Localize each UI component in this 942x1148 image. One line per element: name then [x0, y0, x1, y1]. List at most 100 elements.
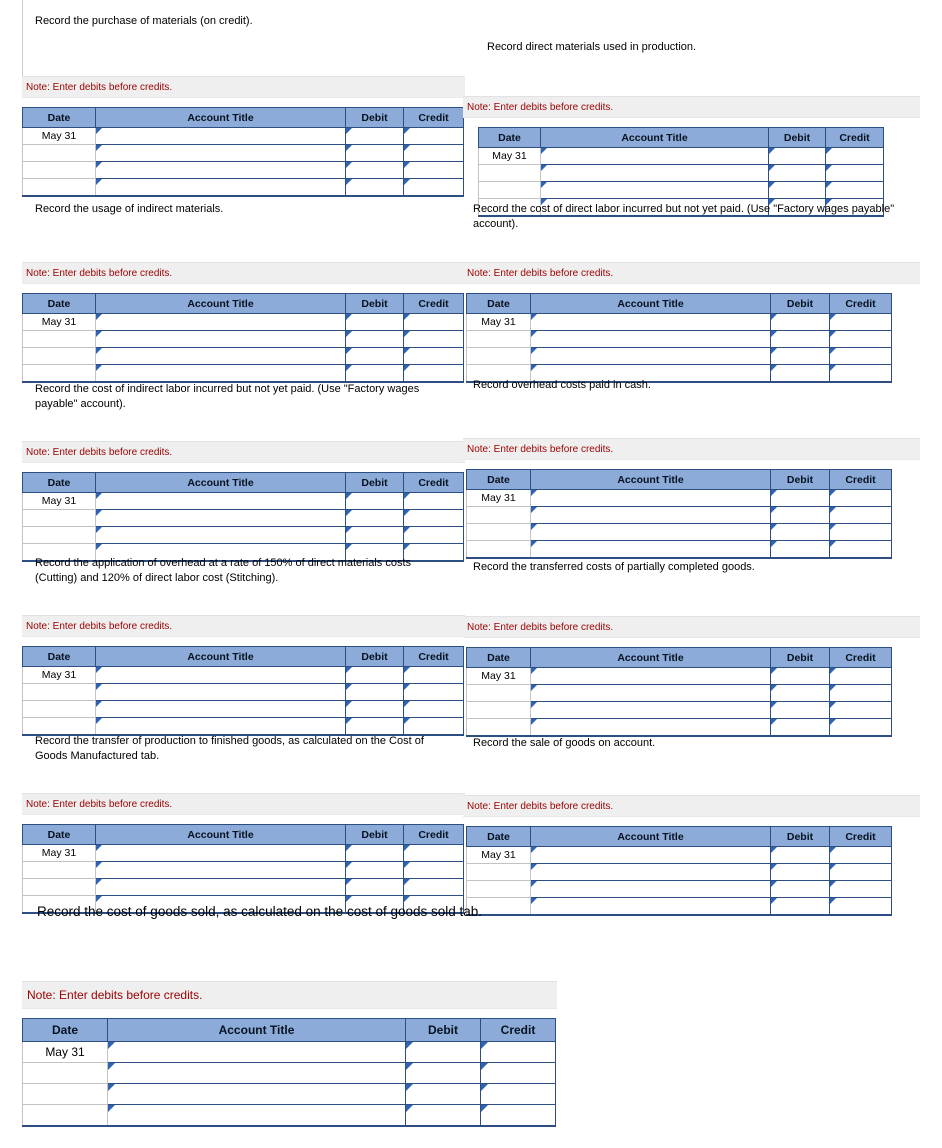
account-title-cell[interactable]	[95, 330, 346, 349]
debit-cell[interactable]	[405, 1103, 481, 1127]
credit-cell[interactable]	[829, 684, 892, 703]
debit-cell[interactable]	[770, 506, 830, 525]
credit-cell[interactable]	[829, 540, 892, 560]
account-title-cell[interactable]	[530, 897, 771, 917]
account-title-cell[interactable]	[95, 364, 346, 384]
debit-cell[interactable]	[345, 666, 404, 685]
account-title-cell[interactable]	[530, 313, 771, 332]
account-title-cell[interactable]	[530, 667, 771, 686]
credit-cell[interactable]	[403, 717, 464, 737]
account-title-cell[interactable]	[95, 313, 346, 332]
credit-cell[interactable]	[825, 164, 884, 183]
account-title-cell[interactable]	[540, 147, 769, 166]
credit-cell[interactable]	[403, 844, 464, 863]
credit-cell[interactable]	[829, 897, 892, 917]
account-title-cell[interactable]	[530, 684, 771, 703]
account-title-cell[interactable]	[95, 895, 346, 915]
debit-cell[interactable]	[345, 895, 404, 915]
credit-cell[interactable]	[480, 1103, 556, 1127]
account-title-cell[interactable]	[95, 347, 346, 366]
account-title-cell[interactable]	[530, 347, 771, 366]
credit-cell[interactable]	[403, 313, 464, 332]
credit-cell[interactable]	[403, 347, 464, 366]
credit-cell[interactable]	[403, 526, 464, 545]
credit-cell[interactable]	[403, 161, 464, 180]
credit-cell[interactable]	[480, 1040, 556, 1063]
credit-cell[interactable]	[825, 147, 884, 166]
credit-cell[interactable]	[829, 718, 892, 738]
debit-cell[interactable]	[770, 667, 830, 686]
debit-cell[interactable]	[768, 164, 826, 183]
account-title-cell[interactable]	[530, 523, 771, 542]
debit-cell[interactable]	[345, 364, 404, 384]
debit-cell[interactable]	[770, 364, 830, 384]
credit-cell[interactable]	[403, 683, 464, 702]
debit-cell[interactable]	[770, 489, 830, 508]
account-title-cell[interactable]	[540, 164, 769, 183]
account-title-cell[interactable]	[107, 1082, 406, 1105]
credit-cell[interactable]	[403, 492, 464, 511]
account-title-cell[interactable]	[95, 844, 346, 863]
account-title-cell[interactable]	[530, 863, 771, 882]
account-title-cell[interactable]	[95, 717, 346, 737]
credit-cell[interactable]	[829, 667, 892, 686]
debit-cell[interactable]	[770, 540, 830, 560]
credit-cell[interactable]	[829, 330, 892, 349]
account-title-cell[interactable]	[95, 878, 346, 897]
credit-cell[interactable]	[829, 880, 892, 899]
credit-cell[interactable]	[403, 178, 464, 198]
debit-cell[interactable]	[768, 147, 826, 166]
account-title-cell[interactable]	[530, 506, 771, 525]
debit-cell[interactable]	[770, 701, 830, 720]
credit-cell[interactable]	[480, 1082, 556, 1105]
debit-cell[interactable]	[345, 861, 404, 880]
debit-cell[interactable]	[345, 543, 404, 563]
credit-cell[interactable]	[403, 878, 464, 897]
account-title-cell[interactable]	[95, 543, 346, 563]
debit-cell[interactable]	[345, 127, 404, 146]
credit-cell[interactable]	[403, 861, 464, 880]
account-title-cell[interactable]	[107, 1061, 406, 1084]
debit-cell[interactable]	[770, 313, 830, 332]
debit-cell[interactable]	[345, 492, 404, 511]
credit-cell[interactable]	[829, 701, 892, 720]
account-title-cell[interactable]	[540, 198, 769, 218]
credit-cell[interactable]	[403, 509, 464, 528]
credit-cell[interactable]	[829, 347, 892, 366]
debit-cell[interactable]	[770, 846, 830, 865]
account-title-cell[interactable]	[107, 1103, 406, 1127]
account-title-cell[interactable]	[530, 718, 771, 738]
credit-cell[interactable]	[825, 181, 884, 200]
account-title-cell[interactable]	[95, 683, 346, 702]
debit-cell[interactable]	[345, 330, 404, 349]
credit-cell[interactable]	[403, 330, 464, 349]
account-title-cell[interactable]	[95, 526, 346, 545]
account-title-cell[interactable]	[95, 861, 346, 880]
account-title-cell[interactable]	[530, 489, 771, 508]
debit-cell[interactable]	[770, 897, 830, 917]
account-title-cell[interactable]	[95, 127, 346, 146]
account-title-cell[interactable]	[95, 492, 346, 511]
debit-cell[interactable]	[405, 1082, 481, 1105]
account-title-cell[interactable]	[530, 364, 771, 384]
debit-cell[interactable]	[345, 683, 404, 702]
credit-cell[interactable]	[829, 489, 892, 508]
account-title-cell[interactable]	[530, 701, 771, 720]
credit-cell[interactable]	[829, 523, 892, 542]
debit-cell[interactable]	[345, 178, 404, 198]
debit-cell[interactable]	[770, 347, 830, 366]
debit-cell[interactable]	[770, 863, 830, 882]
debit-cell[interactable]	[770, 330, 830, 349]
credit-cell[interactable]	[829, 506, 892, 525]
debit-cell[interactable]	[345, 717, 404, 737]
credit-cell[interactable]	[825, 198, 884, 218]
account-title-cell[interactable]	[107, 1040, 406, 1063]
debit-cell[interactable]	[770, 684, 830, 703]
debit-cell[interactable]	[345, 144, 404, 163]
credit-cell[interactable]	[403, 127, 464, 146]
debit-cell[interactable]	[770, 718, 830, 738]
account-title-cell[interactable]	[530, 846, 771, 865]
debit-cell[interactable]	[405, 1040, 481, 1063]
debit-cell[interactable]	[345, 844, 404, 863]
account-title-cell[interactable]	[95, 161, 346, 180]
